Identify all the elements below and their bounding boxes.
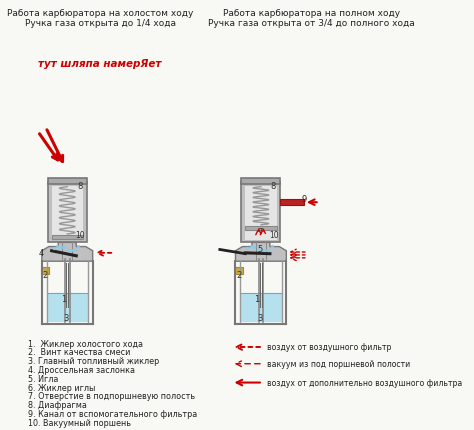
Text: 10: 10 (269, 230, 278, 240)
Text: 7. Отверстие в подпоршневую полость: 7. Отверстие в подпоршневую полость (28, 391, 195, 400)
Text: вакуум из под поршневой полости: вакуум из под поршневой полости (267, 359, 410, 369)
Text: 9: 9 (301, 195, 307, 204)
Text: 8: 8 (77, 181, 82, 190)
Text: 5. Игла: 5. Игла (28, 374, 58, 383)
Polygon shape (240, 293, 282, 322)
Text: Работа карбюратора на холостом ходу
Ручка газа открыта до 1/4 хода: Работа карбюратора на холостом ходу Ручк… (7, 9, 194, 28)
Text: 2.  Винт качества смеси: 2. Винт качества смеси (28, 347, 130, 356)
Text: 3: 3 (257, 313, 263, 322)
Polygon shape (245, 226, 276, 230)
Text: тут шляпа намерЯет: тут шляпа намерЯет (38, 59, 161, 69)
Text: 2: 2 (43, 270, 48, 280)
Text: 7: 7 (257, 227, 263, 236)
Text: 10. Вакуумный поршень: 10. Вакуумный поршень (28, 418, 131, 427)
Polygon shape (48, 182, 87, 243)
Polygon shape (52, 187, 83, 241)
Text: 3: 3 (64, 313, 69, 322)
Polygon shape (48, 179, 87, 184)
Text: Работа карбюратора на полном ходу
Ручка газа открыта от 3/4 до полного хода: Работа карбюратора на полном ходу Ручка … (209, 9, 415, 28)
Text: 2: 2 (236, 270, 242, 280)
Text: 8: 8 (271, 181, 276, 190)
Polygon shape (52, 235, 83, 240)
Text: воздух от дополнительно воздушного фильтра: воздух от дополнительно воздушного фильт… (267, 378, 462, 387)
Polygon shape (281, 200, 304, 205)
Polygon shape (46, 293, 88, 322)
Text: 1: 1 (61, 294, 66, 303)
Text: 10: 10 (75, 230, 85, 240)
Polygon shape (41, 268, 49, 274)
Text: воздух от воздушного фильтр: воздух от воздушного фильтр (267, 343, 391, 352)
Text: 5: 5 (257, 244, 262, 253)
Text: 9. Канал от вспомогательного фильтра: 9. Канал от вспомогательного фильтра (28, 409, 197, 418)
Text: 6. Жиклер иглы: 6. Жиклер иглы (28, 383, 95, 392)
Text: 3. Главный топливный жиклер: 3. Главный топливный жиклер (28, 356, 159, 366)
Polygon shape (245, 187, 276, 241)
Polygon shape (241, 182, 281, 243)
Text: 8. Диафрагма: 8. Диафрагма (28, 400, 87, 409)
Text: 4. Дроссельная заслонка: 4. Дроссельная заслонка (28, 365, 135, 374)
Polygon shape (42, 243, 93, 261)
Polygon shape (235, 268, 243, 274)
Polygon shape (236, 243, 286, 261)
Text: 1.  Жиклер холостого хода: 1. Жиклер холостого хода (28, 339, 143, 348)
Polygon shape (241, 179, 281, 184)
Text: 1: 1 (254, 294, 259, 303)
Text: 4: 4 (39, 249, 44, 257)
